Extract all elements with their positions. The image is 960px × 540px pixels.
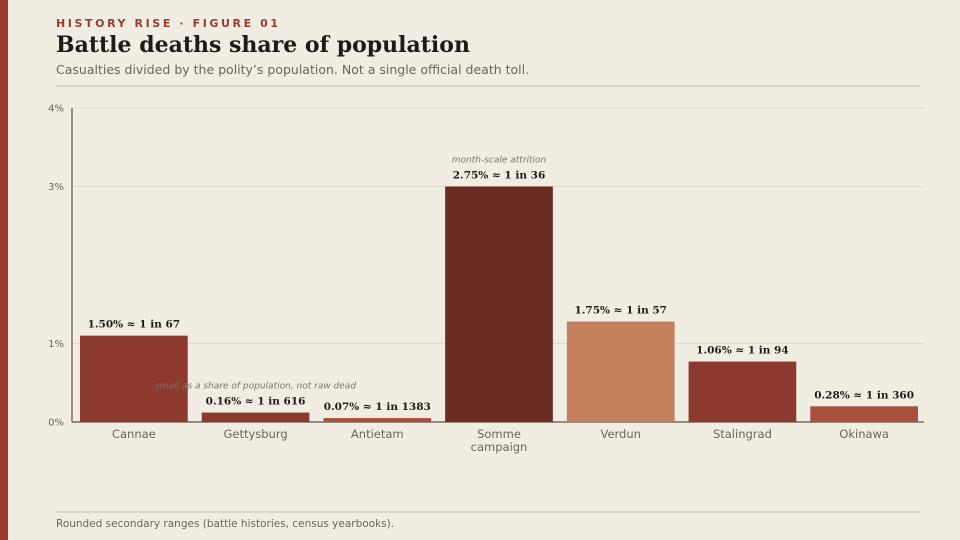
annotation: small as a share of population, not raw … [155,382,356,392]
bar [566,321,675,422]
y-tick-label: 3% [48,182,64,193]
annotation: month-scale attrition [452,156,547,166]
x-tick-label: Antietam [351,427,404,441]
y-tick-label: 0% [48,418,64,429]
x-tick-label: Okinawa [839,427,889,441]
y-tick-label: 1% [48,339,64,350]
chart-title: Battle deaths share of population [56,32,470,58]
accent-rule [0,0,8,540]
data-label: 0.16% ≈ 1 in 616 [206,396,306,408]
footer-divider [56,511,920,513]
data-label: 1.06% ≈ 1 in 94 [696,345,789,357]
figure-kicker: HISTORY RISE · FIGURE 01 [56,17,281,30]
bar [445,186,553,422]
bar [810,406,918,422]
data-label: 1.75% ≈ 1 in 57 [574,305,667,317]
data-label: 1.50% ≈ 1 in 67 [88,319,181,331]
x-tick-label: Somme [477,427,521,441]
bar [80,335,188,422]
header-divider [56,85,920,87]
x-tick-label: campaign [471,440,528,454]
x-tick-label: Cannae [112,427,156,441]
x-tick-label: Verdun [600,427,640,441]
y-tick-label: 4% [48,104,64,115]
bar [688,361,797,422]
bar [323,418,432,422]
data-label: 0.28% ≈ 1 in 360 [814,389,914,401]
x-tick-label: Stalingrad [713,427,772,441]
bar [201,412,310,422]
source-footnote: Rounded secondary ranges (battle histori… [56,518,395,530]
data-label: 0.07% ≈ 1 in 1383 [324,401,431,413]
x-tick-label: Gettysburg [223,427,287,441]
data-label: 2.75% ≈ 1 in 36 [453,170,546,182]
chart-subtitle: Casualties divided by the polity’s popul… [56,62,530,77]
